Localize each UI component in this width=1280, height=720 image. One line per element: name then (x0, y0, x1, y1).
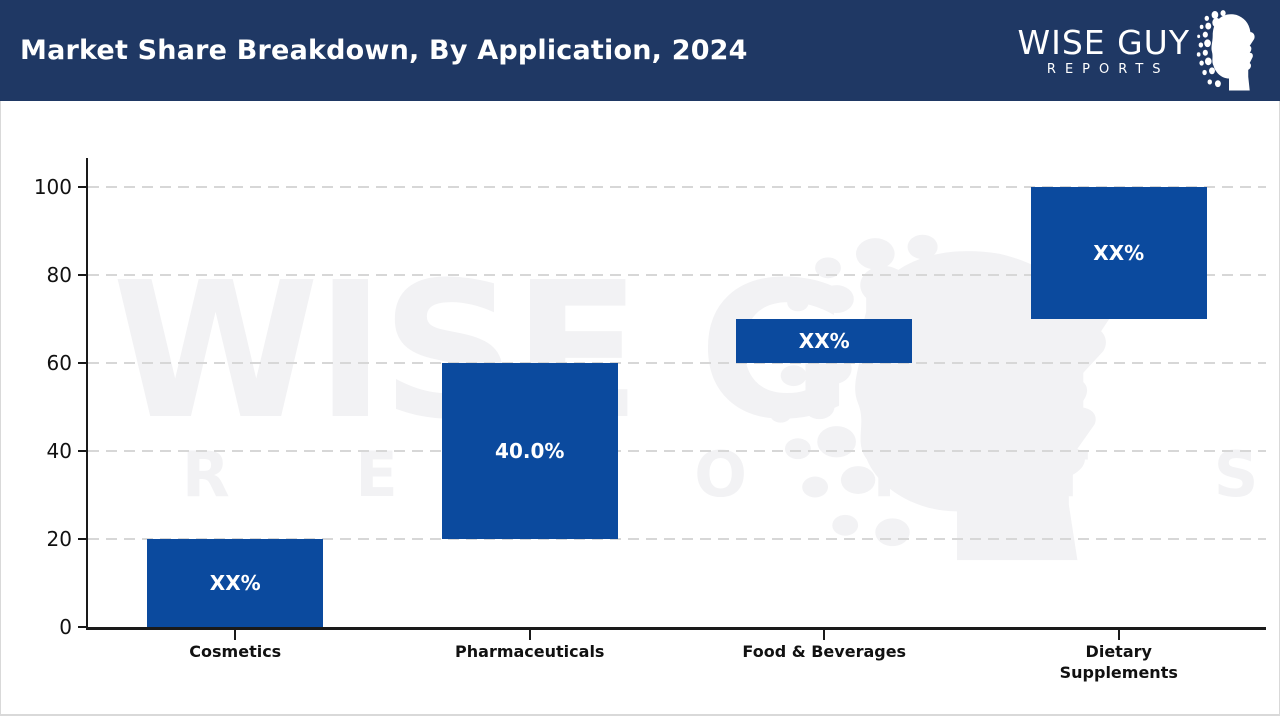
x-tick (1117, 630, 1120, 640)
gridline-20 (88, 538, 1266, 540)
bar-value-label: XX% (1093, 241, 1145, 265)
bar-value-label: XX% (209, 571, 261, 595)
x-tick (823, 630, 826, 640)
gridline-80 (88, 274, 1266, 276)
y-tick-20 (78, 538, 87, 540)
y-axis-line (86, 158, 88, 630)
watermark-head-icon (769, 234, 1106, 561)
bar-segment: XX% (147, 539, 324, 627)
y-tick-0 (78, 626, 87, 628)
plot-area: 0 20 40 60 80 100 XX% Cosmetics 40.0% Pharmaceuti… (34, 150, 1266, 682)
y-tick-label-60: 60 (46, 351, 72, 375)
y-tick-label-100: 100 (33, 175, 72, 199)
bar-value-label: 40.0% (495, 439, 565, 463)
bar-segment: 40.0% (441, 363, 618, 539)
bar-segment: XX% (736, 319, 913, 363)
y-tick-100 (78, 186, 87, 188)
brand-logo: WISE GUY REPORTS (1017, 8, 1266, 94)
header-bar: Market Share Breakdown, By Application, … (0, 0, 1280, 101)
brand-logo-subtitle: REPORTS (1046, 61, 1170, 77)
y-tick-60 (78, 362, 87, 364)
x-category-label: Dietary Supplements (1059, 642, 1178, 682)
page-title: Market Share Breakdown, By Application, … (20, 35, 748, 66)
gridline-60 (88, 362, 1266, 364)
y-tick-label-0: 0 (59, 615, 72, 639)
gridline-40 (88, 450, 1266, 452)
brand-logo-text: WISE GUY REPORTS (1017, 26, 1190, 76)
x-tick (234, 630, 237, 640)
brand-head-icon (1196, 9, 1255, 91)
brand-logo-wordmark: WISE GUY (1017, 22, 1190, 62)
y-tick-80 (78, 274, 87, 276)
y-tick-label-80: 80 (46, 263, 72, 287)
x-tick (528, 630, 531, 640)
bar-segment: XX% (1030, 187, 1207, 319)
y-tick-label-20: 20 (46, 527, 72, 551)
x-category-label: Cosmetics (189, 642, 282, 661)
y-tick-40 (78, 450, 87, 452)
x-category-label: Pharmaceuticals (455, 642, 605, 661)
y-tick-label-40: 40 (46, 439, 72, 463)
bar-value-label: XX% (798, 329, 850, 353)
x-category-label: Food & Beverages (742, 642, 907, 661)
gridline-100 (88, 186, 1266, 188)
x-axis-line (86, 627, 1266, 630)
